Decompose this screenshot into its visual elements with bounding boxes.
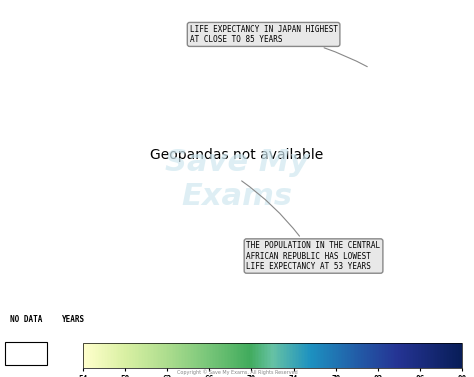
- Text: LIFE EXPECTANCY IN JAPAN HIGHEST
AT CLOSE TO 85 YEARS: LIFE EXPECTANCY IN JAPAN HIGHEST AT CLOS…: [190, 25, 367, 67]
- Text: Geopandas not available: Geopandas not available: [150, 147, 324, 162]
- Text: YEARS: YEARS: [62, 314, 85, 323]
- Text: THE POPULATION IN THE CENTRAL
AFRICAN REPUBLIC HAS LOWEST
LIFE EXPECTANCY AT 53 : THE POPULATION IN THE CENTRAL AFRICAN RE…: [242, 181, 381, 271]
- Text: Save My
Exams: Save My Exams: [165, 148, 309, 211]
- Text: NO DATA: NO DATA: [10, 314, 42, 323]
- FancyBboxPatch shape: [5, 342, 47, 365]
- Text: Copyright © Save My Exams. All Rights Reserved: Copyright © Save My Exams. All Rights Re…: [177, 369, 297, 375]
